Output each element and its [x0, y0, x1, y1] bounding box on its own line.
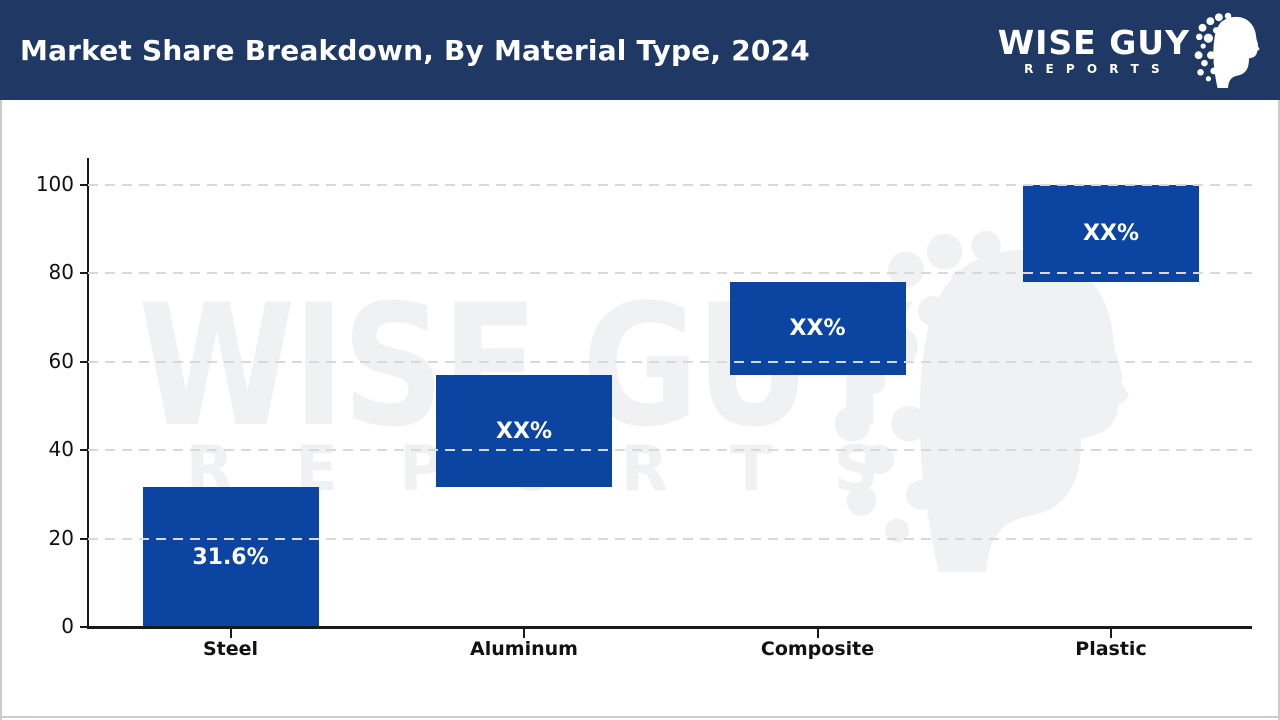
- x-axis-line: [87, 626, 1252, 629]
- brand-name: WISE GUY: [997, 22, 1190, 62]
- bar-value-label: XX%: [789, 316, 846, 342]
- brand-subtitle: R E P O R T S: [1024, 61, 1164, 76]
- y-tick-label-0: 0: [61, 614, 74, 638]
- y-tick-100: [80, 184, 88, 186]
- card-border-bottom: [0, 716, 1280, 718]
- x-label-plastic: Plastic: [1075, 638, 1147, 660]
- y-tick-label-60: 60: [48, 349, 74, 373]
- y-axis-line: [87, 158, 89, 628]
- y-tick-20: [80, 538, 88, 540]
- watermark-head-dots: [834, 230, 1019, 543]
- bar-plastic: XX%: [1023, 185, 1199, 283]
- gridline-80: [88, 272, 1252, 274]
- x-label-composite: Composite: [760, 638, 875, 660]
- y-tick-60: [80, 361, 88, 363]
- x-tick-composite: [816, 629, 819, 638]
- x-tick-steel: [229, 629, 232, 638]
- gridline-40: [88, 449, 1252, 451]
- x-label-steel: Steel: [202, 638, 259, 660]
- bar-composite: XX%: [729, 282, 906, 375]
- card-border-right: [1278, 100, 1280, 720]
- y-tick-40: [80, 449, 88, 451]
- header: Market Share Breakdown, By Material Type…: [0, 0, 1280, 100]
- x-tick-aluminum: [523, 629, 525, 638]
- bar-aluminum: XX%: [436, 375, 612, 488]
- gridline-100: [88, 184, 1252, 186]
- gridline-20: [88, 538, 1252, 540]
- brand-head-dots: [1194, 12, 1236, 82]
- watermark-head-icon: [834, 230, 1129, 573]
- bar-value-label: XX%: [496, 418, 552, 444]
- x-tick-plastic: [1110, 629, 1112, 638]
- brand-head-icon: [1194, 12, 1260, 88]
- y-tick-80: [80, 272, 88, 274]
- y-tick-0: [80, 626, 88, 628]
- gridline-60: [88, 361, 1252, 363]
- y-tick-label-100: 100: [35, 172, 74, 196]
- y-tick-label-40: 40: [48, 437, 74, 461]
- y-tick-label-20: 20: [48, 526, 74, 550]
- card-border-left: [0, 100, 2, 720]
- y-tick-label-80: 80: [48, 260, 74, 284]
- bar-value-label: XX%: [1083, 221, 1139, 247]
- brand-logo: WISE GUY R E P O R T S: [998, 10, 1266, 90]
- bar-steel: 31.6%: [142, 487, 319, 627]
- brand-logo-text: WISE GUY R E P O R T S: [998, 26, 1190, 75]
- chart-title: Market Share Breakdown, By Material Type…: [20, 33, 810, 67]
- bar-value-label: 31.6%: [192, 544, 269, 570]
- x-label-aluminum: Aluminum: [470, 638, 578, 660]
